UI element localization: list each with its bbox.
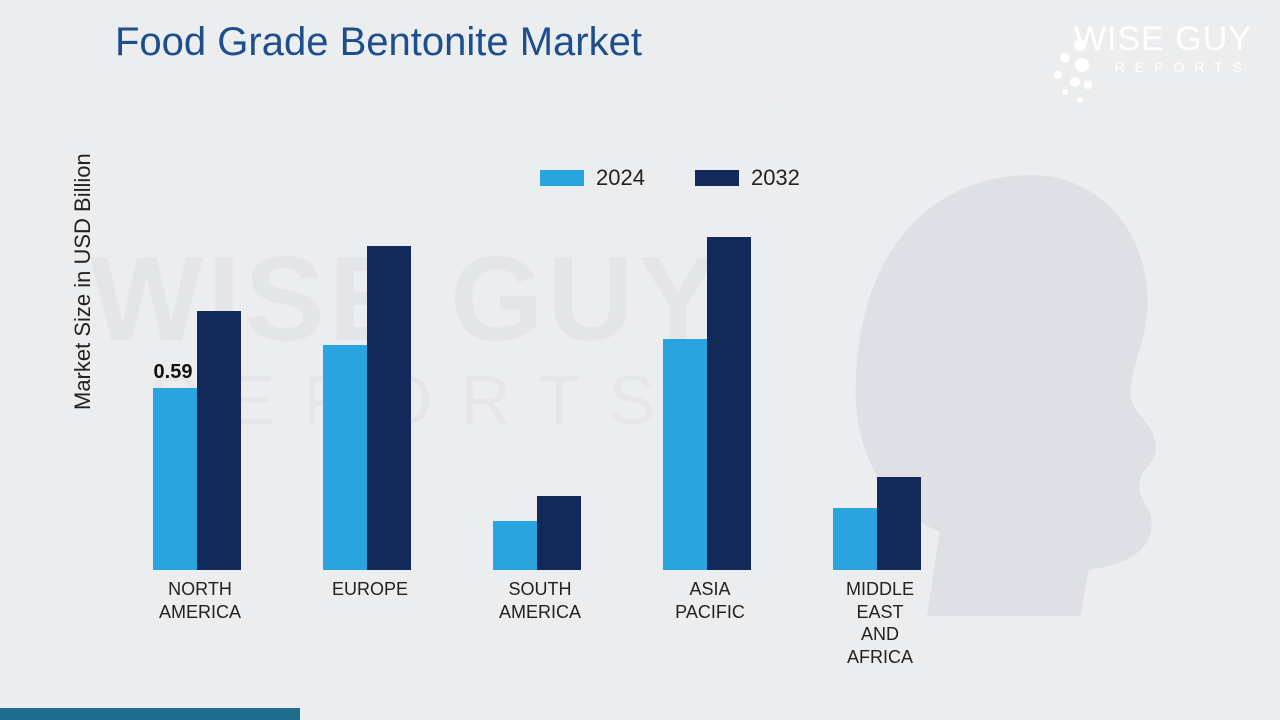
logo-line2: REPORTS (1074, 60, 1252, 74)
legend: 2024 2032 (540, 165, 800, 191)
x-label-south_america: SOUTHAMERICA (475, 578, 605, 623)
logo-dots-icon (1020, 30, 1100, 110)
chart-title: Food Grade Bentonite Market (115, 20, 642, 65)
x-label-europe: EUROPE (305, 578, 435, 601)
x-label-asia_pacific: ASIAPACIFIC (645, 578, 775, 623)
bar-2024-north_america (153, 388, 197, 570)
x-label-north_america: NORTHAMERICA (135, 578, 265, 623)
x-label-meafrica: MIDDLEEASTANDAFRICA (815, 578, 945, 668)
legend-swatch-2032 (695, 170, 739, 186)
chart-stage: WISE GUY REPORTS Food Grade Bentonite Ma… (0, 0, 1280, 720)
brand-logo: WISE GUY REPORTS (1074, 22, 1252, 74)
legend-item-2032: 2032 (695, 165, 800, 191)
bar-2024-south_america (493, 521, 537, 570)
bar-2024-meafrica (833, 508, 877, 570)
bar-2032-north_america (197, 311, 241, 570)
value-label-na-2024: 0.59 (143, 361, 203, 384)
legend-item-2024: 2024 (540, 165, 645, 191)
plot-area: NORTHAMERICA0.59EUROPESOUTHAMERICAASIAPA… (105, 200, 965, 570)
footer-accent-bar (0, 708, 300, 720)
bar-2032-asia_pacific (707, 237, 751, 570)
legend-label-2024: 2024 (596, 165, 645, 191)
logo-line1: WISE GUY (1074, 22, 1252, 56)
bar-2032-south_america (537, 496, 581, 570)
bar-2024-europe (323, 345, 367, 570)
legend-label-2032: 2032 (751, 165, 800, 191)
bar-2024-asia_pacific (663, 339, 707, 570)
legend-swatch-2024 (540, 170, 584, 186)
bar-2032-europe (367, 246, 411, 570)
bar-2032-meafrica (877, 477, 921, 570)
y-axis-label: Market Size in USD Billion (70, 153, 96, 410)
